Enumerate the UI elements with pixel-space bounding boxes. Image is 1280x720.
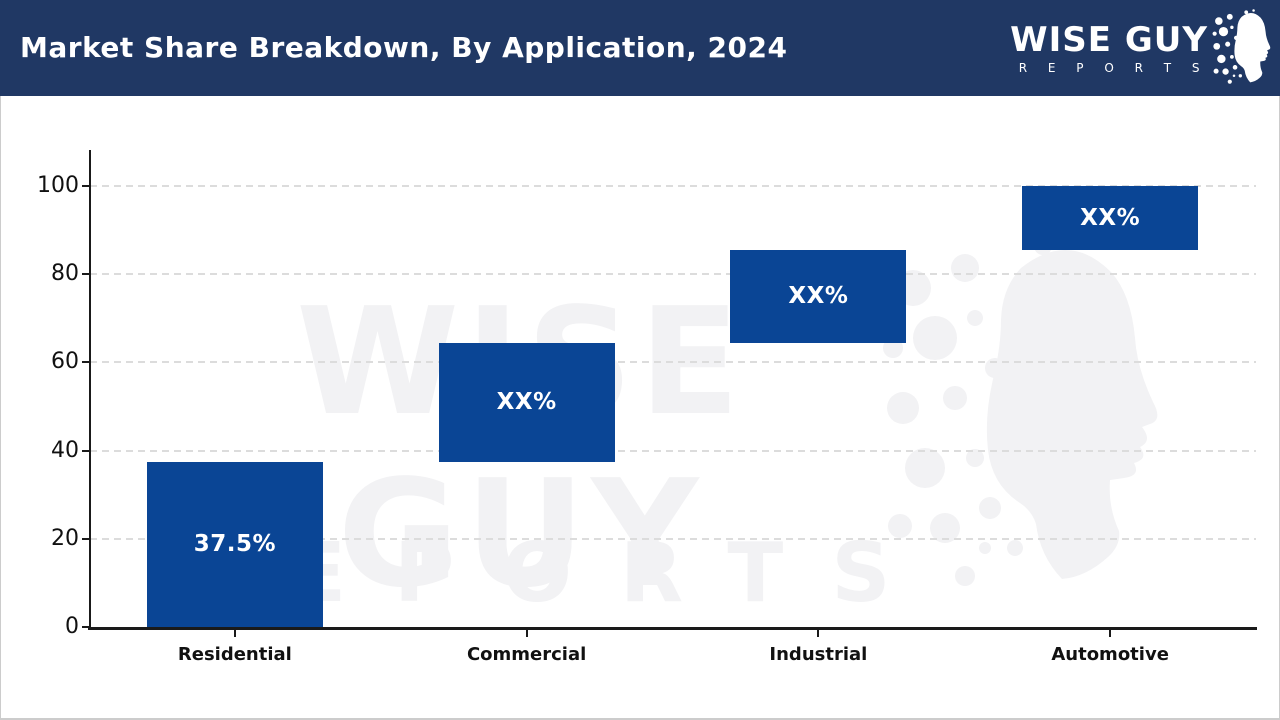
header-bar: Market Share Breakdown, By Application, … bbox=[0, 0, 1280, 96]
bar-residential: 37.5% bbox=[146, 461, 323, 627]
y-tick-label: 100 bbox=[37, 173, 79, 198]
x-tick-mark bbox=[233, 630, 236, 637]
y-tick-label: 60 bbox=[51, 349, 79, 375]
y-tick-mark bbox=[82, 626, 90, 628]
gridline-20 bbox=[90, 537, 1256, 540]
bar-industrial: XX% bbox=[730, 249, 907, 343]
brand-logo-text: WISE GUY R E P O R T S bbox=[1010, 22, 1208, 75]
bar-value-label: XX% bbox=[1080, 204, 1141, 231]
gridline-80 bbox=[90, 273, 1256, 276]
brand-name: WISE GUY bbox=[1010, 19, 1208, 60]
y-tick-label: 80 bbox=[51, 261, 79, 287]
x-axis-category-label: Commercial bbox=[466, 644, 587, 665]
bar-value-label: XX% bbox=[788, 283, 849, 310]
brand-logo: WISE GUY R E P O R T S bbox=[1010, 4, 1274, 92]
bar-commercial: XX% bbox=[438, 342, 615, 462]
y-tick-mark bbox=[82, 449, 90, 452]
x-tick-mark bbox=[1109, 630, 1112, 637]
page-title: Market Share Breakdown, By Application, … bbox=[20, 31, 788, 64]
x-tick-mark bbox=[525, 630, 528, 637]
y-tick-label: 20 bbox=[51, 525, 79, 551]
y-tick-mark bbox=[82, 273, 90, 276]
y-axis-line bbox=[89, 150, 91, 629]
y-tick-mark bbox=[82, 537, 90, 540]
gridline-60 bbox=[90, 361, 1256, 364]
x-axis-line bbox=[88, 627, 1257, 630]
y-tick-label: 40 bbox=[51, 437, 79, 463]
brand-subname: R E P O R T S bbox=[1018, 60, 1208, 75]
y-tick-mark bbox=[82, 185, 90, 187]
y-tick-label: 0 bbox=[65, 614, 79, 639]
watermark-head-icon bbox=[883, 232, 1158, 586]
y-tick-mark bbox=[82, 361, 90, 364]
bar-automotive: XX% bbox=[1022, 186, 1199, 250]
chart-area: WISE GUY REPORTS 02040608010037.5%Reside… bbox=[0, 96, 1280, 720]
x-axis-category-label: Automotive bbox=[1051, 644, 1169, 665]
gridline-40 bbox=[90, 449, 1256, 452]
bar-value-label: XX% bbox=[496, 389, 557, 416]
x-tick-mark bbox=[817, 630, 820, 637]
x-axis-category-label: Industrial bbox=[769, 644, 868, 665]
gridline-100 bbox=[90, 185, 1256, 187]
bar-value-label: 37.5% bbox=[193, 531, 277, 558]
x-axis-category-label: Residential bbox=[177, 644, 292, 665]
dotted-head-logo-icon bbox=[1212, 9, 1271, 84]
